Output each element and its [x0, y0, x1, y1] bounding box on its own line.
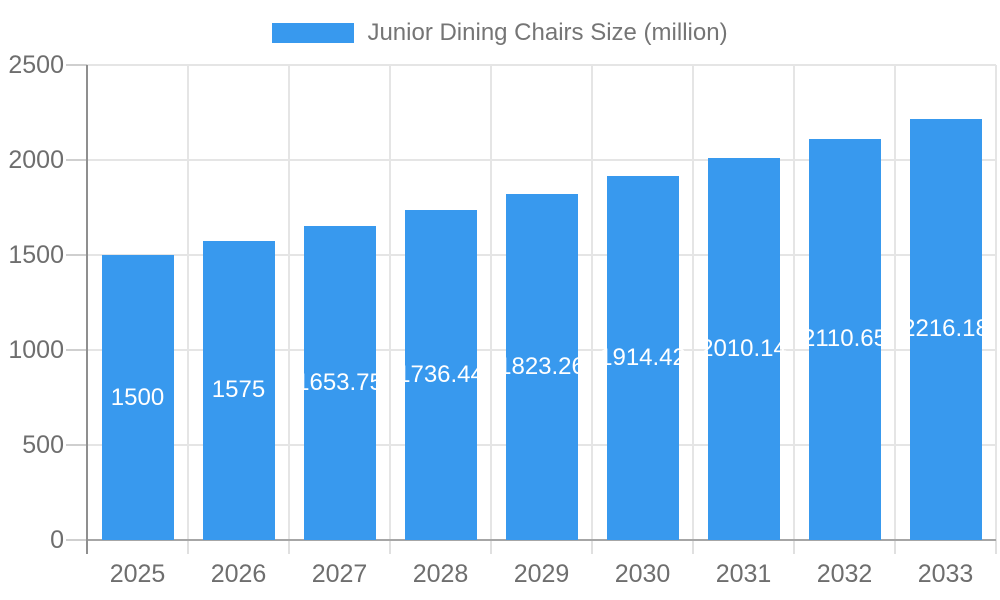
x-axis-label-2032: 2032: [816, 560, 873, 588]
tick-y-1000: [66, 349, 87, 351]
gridline-y-2500: [87, 64, 996, 66]
bar-2033[interactable]: 2216.18: [902, 118, 989, 540]
bar-value-label-2025: 1500: [110, 383, 165, 411]
tick-x-2: [288, 540, 290, 554]
tick-x-1: [187, 540, 189, 554]
bar-2032[interactable]: 2110.65: [802, 138, 887, 540]
bar-2029[interactable]: 1823.26: [498, 193, 585, 540]
bar-value-label-2033: 2216.18: [902, 315, 989, 343]
x-axis-label-2025: 2025: [109, 560, 166, 588]
tick-x-7: [793, 540, 795, 554]
bar-value-label-2031: 2010.14: [700, 335, 787, 363]
x-axis-label-2030: 2030: [614, 560, 671, 588]
tick-x-3: [389, 540, 391, 554]
x-axis-label-2028: 2028: [412, 560, 469, 588]
y-axis-label-0: 0: [50, 526, 64, 554]
bar-2028[interactable]: 1736.44: [397, 210, 484, 540]
tick-x-6: [692, 540, 694, 554]
y-axis-label-1500: 1500: [8, 241, 64, 269]
tick-x-9: [995, 540, 997, 554]
tick-y-0: [66, 539, 87, 541]
bar-value-label-2030: 1914.42: [599, 344, 686, 372]
bar-value-label-2032: 2110.65: [802, 325, 887, 353]
x-axis-line: [87, 539, 996, 541]
gridline-x-6: [692, 65, 694, 540]
x-axis-label-2029: 2029: [513, 560, 570, 588]
bar-2031[interactable]: 2010.14: [700, 158, 787, 540]
legend-label: Junior Dining Chairs Size (million): [367, 19, 728, 46]
gridline-x-2: [288, 65, 290, 540]
bar-value-label-2027: 1653.75: [296, 368, 383, 396]
y-axis-label-500: 500: [22, 431, 64, 459]
y-axis-label-1000: 1000: [8, 336, 64, 364]
tick-y-2000: [66, 159, 87, 161]
gridline-x-5: [591, 65, 593, 540]
gridline-x-8: [894, 65, 896, 540]
gridline-x-7: [793, 65, 795, 540]
bar-value-label-2026: 1575: [211, 376, 266, 404]
tick-x-8: [894, 540, 896, 554]
bar-value-label-2028: 1736.44: [397, 361, 484, 389]
tick-x-5: [591, 540, 593, 554]
legend-swatch[interactable]: [272, 23, 355, 43]
bar-2030[interactable]: 1914.42: [599, 176, 686, 540]
legend-item[interactable]: Junior Dining Chairs Size (million): [272, 19, 728, 47]
tick-y-2500: [66, 64, 87, 66]
bar-value-label-2029: 1823.26: [498, 352, 585, 380]
bar-2026[interactable]: 1575: [202, 240, 275, 540]
tick-y-1500: [66, 254, 87, 256]
gridline-x-4: [490, 65, 492, 540]
bar-2025[interactable]: 1500: [101, 255, 174, 540]
gridline-x-1: [187, 65, 189, 540]
x-axis-label-2026: 2026: [210, 560, 267, 588]
gridline-y-2000: [87, 159, 996, 161]
x-axis-label-2027: 2027: [311, 560, 368, 588]
y-axis-line: [86, 65, 88, 554]
tick-y-500: [66, 444, 87, 446]
gridline-x-9: [995, 65, 997, 540]
gridline-x-3: [389, 65, 391, 540]
legend: Junior Dining Chairs Size (million): [0, 13, 1000, 53]
bar-2027[interactable]: 1653.75: [296, 225, 383, 540]
x-axis-label-2033: 2033: [917, 560, 974, 588]
y-axis-label-2000: 2000: [8, 146, 64, 174]
y-axis-label-2500: 2500: [8, 51, 64, 79]
x-axis-label-2031: 2031: [715, 560, 772, 588]
tick-x-4: [490, 540, 492, 554]
